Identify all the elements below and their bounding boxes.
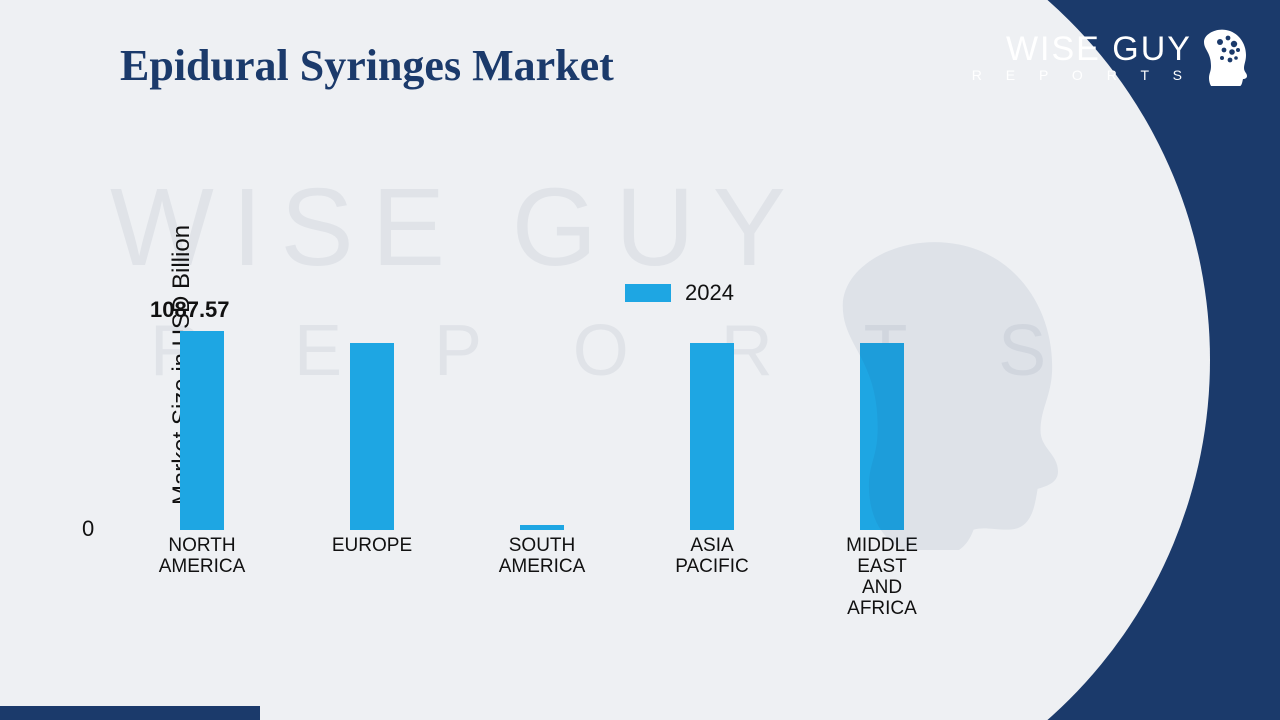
- bar-rect: [350, 343, 394, 530]
- bar-1: [350, 343, 394, 530]
- bar-0: [180, 331, 224, 530]
- brand-line1: WISE GUY: [972, 30, 1192, 69]
- stage: WISE GUY R E P O R T S Epidural Syringes…: [0, 0, 1280, 720]
- bar-rect: [180, 331, 224, 530]
- bar-2: [520, 525, 564, 531]
- category-label: SOUTHAMERICA: [467, 536, 617, 600]
- brand-line2: R E P O R T S: [972, 67, 1192, 83]
- brand-head-icon: [1192, 26, 1252, 86]
- chart-title: Epidural Syringes Market: [120, 40, 614, 91]
- bar-3: [690, 343, 734, 530]
- head-silhouette-watermark: [780, 230, 1080, 550]
- bottom-left-navy-stub: [0, 706, 260, 720]
- bar-value-label: 1087.57: [150, 297, 230, 323]
- bar-rect: [690, 343, 734, 530]
- category-label: NORTHAMERICA: [127, 536, 277, 600]
- brand-logo: WISE GUY R E P O R T S: [972, 30, 1250, 83]
- y-axis-tick-0: 0: [82, 516, 94, 542]
- category-label: EUROPE: [297, 536, 447, 600]
- category-label: ASIAPACIFIC: [637, 536, 787, 600]
- bar-rect: [520, 525, 564, 531]
